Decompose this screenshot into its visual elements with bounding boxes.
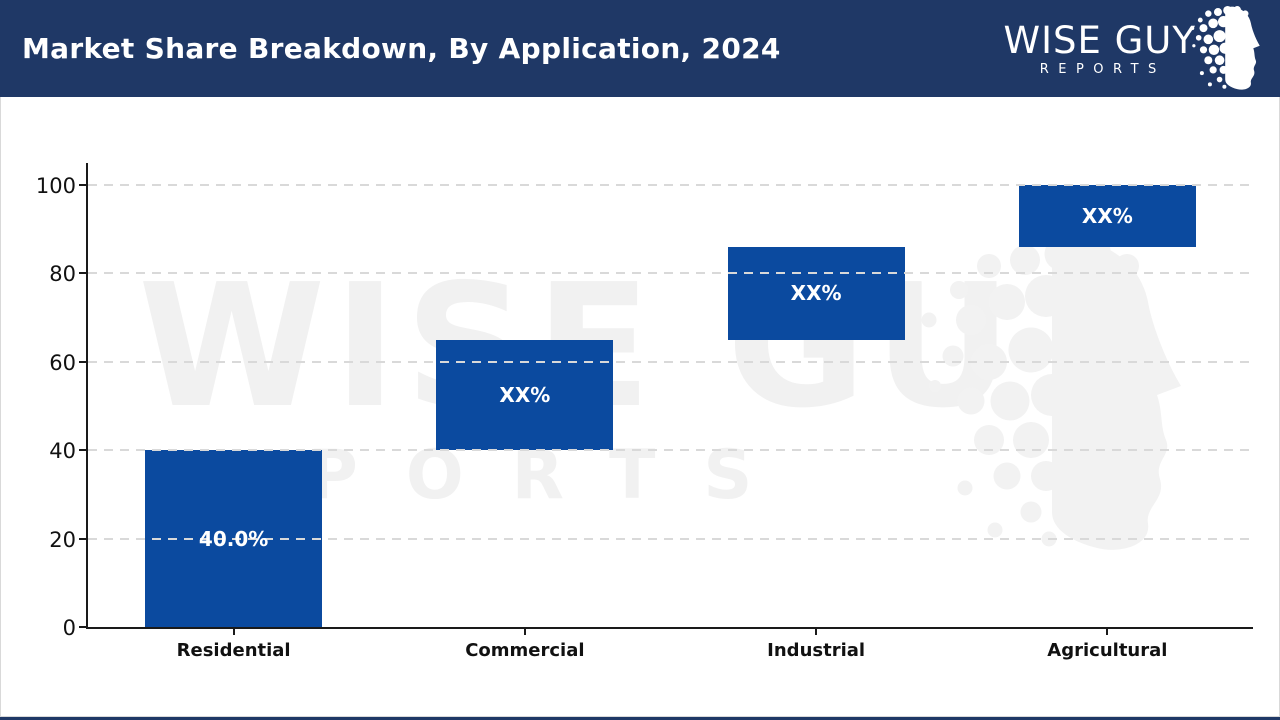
bar-segment [727,246,905,340]
x-category-label: Commercial [465,640,585,661]
y-tick-label: 20 [49,527,76,552]
x-tick-mark [232,627,235,635]
x-tick-mark [815,627,818,635]
bar-segment [1018,185,1196,247]
y-tick-mark [79,626,86,628]
brand-logo-text: WISE GUY REPORTS [1004,22,1196,77]
x-tick-mark [523,627,526,635]
gridline [88,449,1253,452]
bar-value-label: 40.0% [198,526,269,551]
bar-value-label: XX% [790,281,842,306]
gridline [88,360,1253,363]
x-tick-mark [1106,627,1109,635]
gridline [88,272,1253,275]
brand-name: WISE GUY [1003,18,1196,62]
header-band: Market Share Breakdown, By Application, … [0,0,1280,97]
watermark-text-line2: PORTS [308,436,801,515]
x-category-label: Residential [176,640,291,661]
y-tick-label: 60 [49,350,76,375]
x-category-label: Industrial [767,640,866,661]
x-axis-line [86,627,1253,629]
y-tick-label: 80 [49,262,76,287]
y-tick-mark [79,360,86,363]
brand-subname: REPORTS [1039,61,1166,77]
bar-segment [436,339,614,451]
y-tick-label: 0 [62,616,76,640]
brand-logo: WISE GUY REPORTS [1004,4,1270,94]
gridline [88,184,1253,187]
y-axis-line [86,163,88,629]
y-tick-mark [79,272,86,275]
y-tick-label: 40 [49,439,76,464]
y-tick-mark [79,537,86,540]
y-tick-label: 100 [35,174,76,199]
x-category-label: Agricultural [1047,640,1168,661]
gridline [88,537,1253,540]
bar-value-label: XX% [499,383,551,407]
footer-accent-bar [0,717,1280,720]
chart-title: Market Share Breakdown, By Application, … [22,32,781,65]
bar-value-label: XX% [1081,204,1133,229]
y-tick-mark [79,449,86,452]
y-tick-mark [79,184,86,187]
